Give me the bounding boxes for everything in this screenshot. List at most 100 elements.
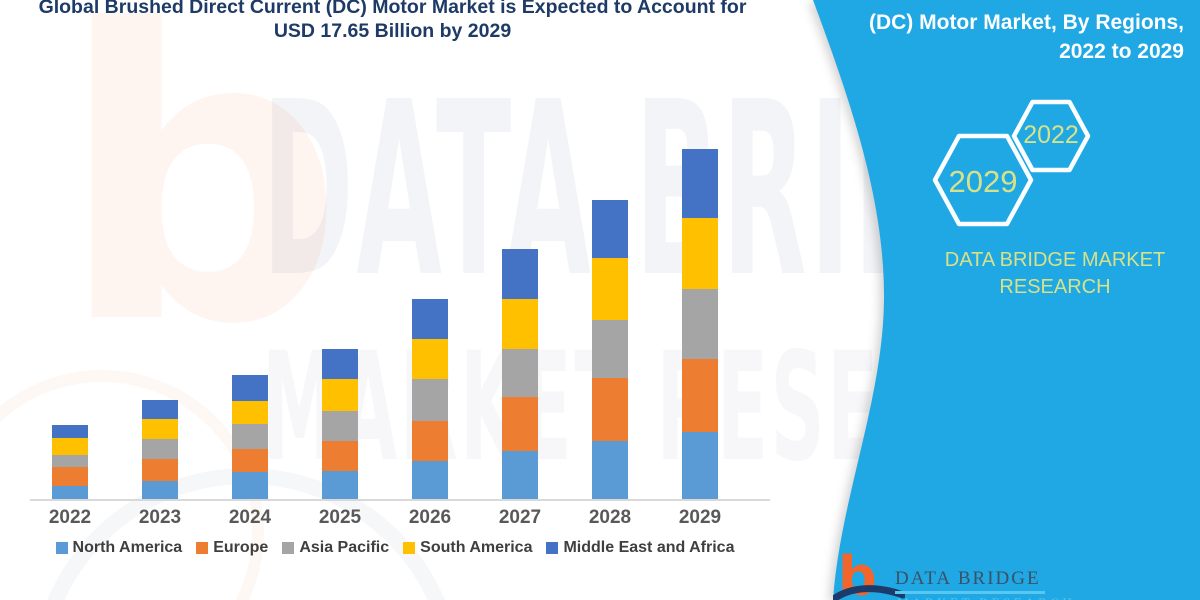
footer-logo-tagline: MARKET RESEARCH [897,595,1075,600]
bar-segment-north-america [52,486,88,499]
bar-segment-north-america [322,470,358,499]
x-axis-labels: 2022 2023 2024 2025 2026 2027 2028 2029 [30,507,770,529]
hexagon-back-year: 2029 [948,164,1018,199]
bar-segment-middle-east-and-africa [322,349,358,379]
bar-segment-middle-east-and-africa [592,199,628,259]
bar-segment-middle-east-and-africa [142,400,178,419]
legend-label: Europe [213,539,269,556]
bar-segment-south-america [52,437,88,456]
x-axis-label-slot: 2027 [498,507,542,529]
x-axis-label: 2028 [588,507,632,528]
x-axis-label: 2023 [138,507,182,528]
bar-segment-europe [232,449,268,472]
x-axis-label-slot: 2024 [228,507,272,529]
side-panel-brand: DATA BRIDGE MARKET RESEARCH [930,247,1180,301]
x-axis-label-slot: 2025 [318,507,362,529]
side-panel-brand-line2: RESEARCH [999,276,1111,298]
stacked-bar-chart [30,141,770,501]
bar-segment-north-america [592,440,628,499]
bar-segment-europe [502,397,538,451]
bar-segment-europe [52,467,88,487]
page-title-line2: USD 17.65 Billion by 2029 [273,20,512,42]
legend-swatch-icon [196,542,209,554]
bar-2027 [502,248,538,499]
bar-segment-asia-pacific [592,319,628,379]
bar-2024 [232,375,268,499]
legend-item-asia-pacific: Asia Pacific [282,539,389,557]
bar-2026 [412,298,448,499]
bar-segment-south-america [682,218,718,290]
x-axis-label: 2025 [318,507,362,528]
hexagons-graphic [932,99,1091,227]
bar-2029 [682,149,718,499]
bar-segment-asia-pacific [412,379,448,421]
side-panel-title-line2: (DC) Motor Market, By Regions, [868,10,1184,34]
side-panel-title-line3: 2022 to 2029 [1059,40,1184,63]
footer-logo: b DATA BRIDGE MARKET RESEARCH [833,550,1103,600]
x-axis-label-slot: 2028 [588,507,632,529]
bar-segment-asia-pacific [52,455,88,468]
bar-segment-middle-east-and-africa [232,375,268,402]
x-axis-label: 2027 [498,507,542,528]
page-title: Global Brushed Direct Current (DC) Motor… [0,0,785,43]
legend-swatch-icon [546,542,559,554]
legend-label: Asia Pacific [299,539,390,556]
bar-segment-asia-pacific [232,424,268,450]
x-axis-label-slot: 2026 [408,507,452,529]
bar-segment-south-america [412,338,448,380]
bar-segment-asia-pacific [502,348,538,398]
footer-logo-rule [895,591,1045,594]
side-panel-title: Global Brushed Direct Current (DC) Motor… [824,0,1184,67]
bar-segment-middle-east-and-africa [52,424,88,438]
page-title-line1: Global Brushed Direct Current (DC) Motor… [38,0,747,18]
legend-swatch-icon [282,542,295,554]
legend-label: Middle East and Africa [563,539,735,556]
bar-2025 [322,349,358,499]
bar-segment-europe [412,420,448,461]
bar-2023 [142,400,178,499]
legend-swatch-icon [55,542,68,554]
bar-segment-north-america [682,431,718,499]
x-axis-label-slot: 2023 [138,507,182,529]
bar-segment-asia-pacific [142,439,178,460]
bar-segment-south-america [592,258,628,320]
bar-2022 [52,424,88,499]
bar-segment-north-america [502,450,538,499]
bar-segment-south-america [232,401,268,425]
bar-segment-south-america [502,298,538,349]
x-axis-label: 2026 [408,507,452,528]
bar-segment-middle-east-and-africa [502,248,538,299]
bar-2028 [592,199,628,499]
bar-segment-middle-east-and-africa [412,298,448,339]
bar-segment-europe [322,440,358,471]
bar-segment-south-america [322,378,358,412]
bar-segment-south-america [142,418,178,440]
bar-segment-europe [682,359,718,432]
bar-segment-north-america [412,460,448,499]
legend-item-middle-east-and-africa: Middle East and Africa [546,539,734,557]
footer-logo-name: DATA BRIDGE [895,568,1041,589]
legend-swatch-icon [403,542,416,554]
hexagon-front-year: 2022 [1023,121,1079,149]
bar-segment-north-america [142,480,178,499]
bar-segment-asia-pacific [322,411,358,441]
side-panel-title-line1: Global Brushed Direct Current [824,0,1184,8]
bar-segment-asia-pacific [682,289,718,360]
side-panel-brand-line1: DATA BRIDGE MARKET [944,249,1166,271]
legend-item-europe: Europe [196,539,268,557]
bar-segment-middle-east-and-africa [682,149,718,219]
chart-legend: North America Europe Asia Pacific South Ame… [0,539,790,557]
legend-label: South America [420,539,533,556]
x-axis-label: 2022 [48,507,92,528]
x-axis-label-slot: 2029 [678,507,722,529]
bar-segment-europe [142,459,178,481]
legend-label: North America [72,539,183,556]
x-axis-label-slot: 2022 [48,507,92,529]
bar-segment-north-america [232,471,268,499]
x-axis-label: 2029 [678,507,722,528]
legend-item-north-america: North America [55,539,183,557]
bar-segment-europe [592,378,628,441]
x-axis-label: 2024 [228,507,272,528]
legend-item-south-america: South America [403,539,532,557]
